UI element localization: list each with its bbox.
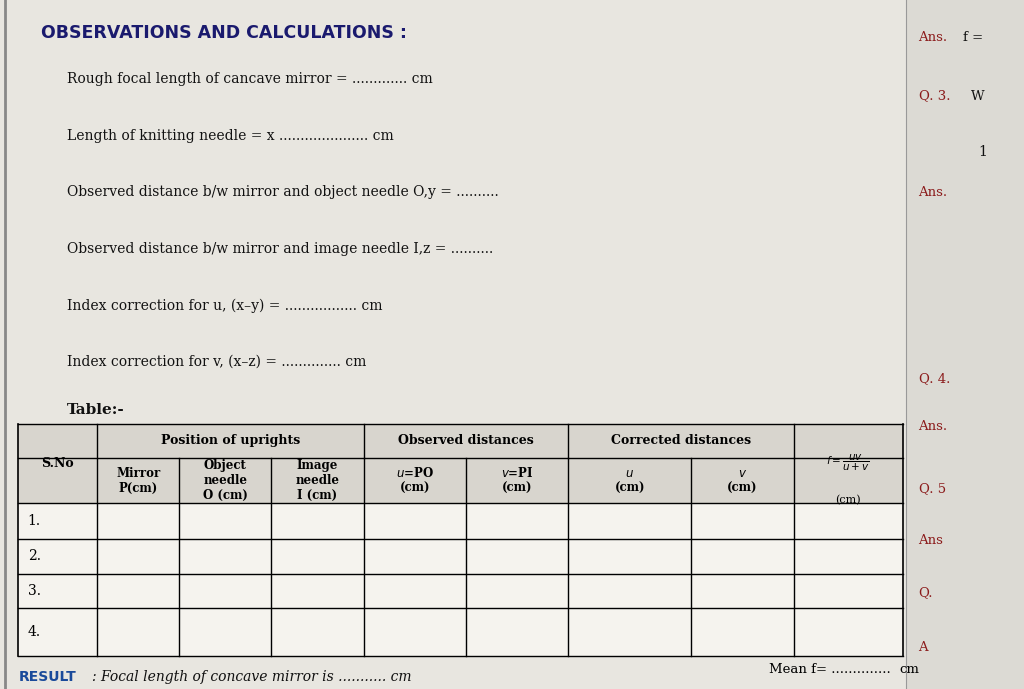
Text: $v$
(cm): $v$ (cm) <box>727 466 758 495</box>
Text: Rough focal length of cancave mirror = ............. cm: Rough focal length of cancave mirror = .… <box>67 72 432 86</box>
Text: Table:-: Table:- <box>67 403 124 417</box>
Text: Ans: Ans <box>919 534 943 547</box>
Text: $u$=PO
(cm): $u$=PO (cm) <box>396 466 433 495</box>
Text: Q. 3.: Q. 3. <box>919 90 950 103</box>
Text: 1.: 1. <box>28 514 41 528</box>
Text: Image
needle
I (cm): Image needle I (cm) <box>296 459 339 502</box>
Text: S.No: S.No <box>42 457 74 470</box>
Text: Ans.: Ans. <box>919 420 947 433</box>
Text: Observed distances: Observed distances <box>398 435 534 447</box>
Text: A: A <box>919 641 928 654</box>
Text: 3.: 3. <box>28 584 41 598</box>
Text: Object
needle
O (cm): Object needle O (cm) <box>203 459 248 502</box>
Text: OBSERVATIONS AND CALCULATIONS :: OBSERVATIONS AND CALCULATIONS : <box>41 24 407 42</box>
Bar <box>18 424 903 458</box>
Text: (cm): (cm) <box>836 495 861 505</box>
Text: Corrected distances: Corrected distances <box>611 435 751 447</box>
Bar <box>0 0 906 689</box>
Text: Q.: Q. <box>919 586 933 599</box>
Text: Q. 5: Q. 5 <box>919 482 945 495</box>
Bar <box>18 424 903 656</box>
Text: Observed distance b/w mirror and image needle I,z = ..........: Observed distance b/w mirror and image n… <box>67 242 493 256</box>
Text: Position of uprights: Position of uprights <box>161 435 300 447</box>
Text: RESULT: RESULT <box>18 670 76 683</box>
Text: f =: f = <box>963 31 983 44</box>
Text: $f = \dfrac{uv}{u+v}$: $f = \dfrac{uv}{u+v}$ <box>826 453 870 473</box>
Text: 4.: 4. <box>28 625 41 639</box>
Text: Mean f= ..............: Mean f= .............. <box>769 663 891 676</box>
Bar <box>906 0 1024 689</box>
Text: cm: cm <box>899 663 919 676</box>
Text: Q. 4.: Q. 4. <box>919 372 950 385</box>
Text: 2.: 2. <box>28 549 41 564</box>
Text: Observed distance b/w mirror and object needle O,y = ..........: Observed distance b/w mirror and object … <box>67 185 499 199</box>
Text: W: W <box>971 90 984 103</box>
Text: Length of knitting needle = x ..................... cm: Length of knitting needle = x ..........… <box>67 129 393 143</box>
Text: 1: 1 <box>978 145 987 158</box>
Bar <box>18 458 903 503</box>
Text: Index correction for v, (x–z) = .............. cm: Index correction for v, (x–z) = ........… <box>67 355 366 369</box>
Text: $v$=PI
(cm): $v$=PI (cm) <box>501 466 534 495</box>
Text: Index correction for u, (x–y) = ................. cm: Index correction for u, (x–y) = ........… <box>67 298 382 313</box>
Text: : Focal length of concave mirror is ........... cm: : Focal length of concave mirror is ....… <box>92 670 412 683</box>
Text: Ans.: Ans. <box>919 31 947 44</box>
Text: $u$
(cm): $u$ (cm) <box>614 466 645 495</box>
Text: Ans.: Ans. <box>919 186 947 199</box>
Text: Mirror
P(cm): Mirror P(cm) <box>116 466 161 495</box>
